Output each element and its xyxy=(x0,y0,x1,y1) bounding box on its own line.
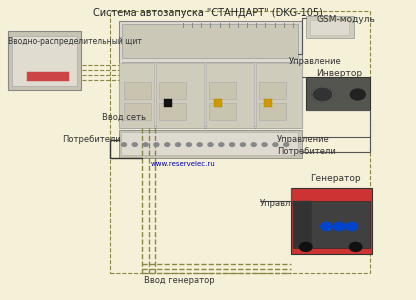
Circle shape xyxy=(312,87,333,102)
Bar xyxy=(306,16,354,38)
Bar xyxy=(259,103,286,120)
Circle shape xyxy=(197,143,202,146)
Bar xyxy=(121,132,298,155)
Circle shape xyxy=(208,143,213,146)
Bar xyxy=(124,103,151,120)
Circle shape xyxy=(350,89,365,100)
Circle shape xyxy=(176,143,181,146)
Circle shape xyxy=(251,143,256,146)
Bar xyxy=(306,76,370,110)
Bar xyxy=(119,63,154,128)
Circle shape xyxy=(219,143,224,146)
Text: Ввод генератор: Ввод генератор xyxy=(144,276,214,285)
Circle shape xyxy=(346,222,357,231)
Bar xyxy=(159,103,186,120)
Circle shape xyxy=(230,143,235,146)
Bar xyxy=(12,36,77,86)
Circle shape xyxy=(284,143,289,146)
Bar xyxy=(119,130,302,158)
Text: Управление: Управление xyxy=(260,200,313,208)
Circle shape xyxy=(240,143,245,146)
Bar xyxy=(209,82,236,99)
Bar xyxy=(159,82,186,99)
Bar xyxy=(8,32,81,90)
Bar xyxy=(124,82,151,99)
Bar xyxy=(27,72,69,81)
Bar xyxy=(264,99,272,106)
Bar xyxy=(214,99,222,106)
Text: GSM-модуль: GSM-модуль xyxy=(316,15,375,24)
Bar xyxy=(110,11,370,273)
Text: Потребители: Потребители xyxy=(62,135,121,144)
Circle shape xyxy=(321,222,332,231)
Circle shape xyxy=(121,143,126,146)
Text: Вводно-распределительный щит: Вводно-распределительный щит xyxy=(8,38,142,46)
Bar xyxy=(122,24,298,58)
Bar xyxy=(122,61,298,126)
Bar xyxy=(206,63,254,128)
Bar xyxy=(291,188,372,254)
Bar xyxy=(209,103,236,120)
Circle shape xyxy=(262,143,267,146)
Text: Потребители: Потребители xyxy=(277,147,335,156)
Circle shape xyxy=(349,242,362,251)
Bar xyxy=(259,82,286,99)
Bar xyxy=(156,63,204,128)
Text: Управление: Управление xyxy=(277,135,329,144)
Bar xyxy=(293,201,312,247)
Bar xyxy=(256,63,302,128)
Circle shape xyxy=(333,222,345,231)
Circle shape xyxy=(154,143,159,146)
Circle shape xyxy=(273,143,278,146)
Text: Генератор: Генератор xyxy=(310,174,361,183)
Text: Ввод сеть: Ввод сеть xyxy=(102,112,146,122)
Circle shape xyxy=(132,143,137,146)
Circle shape xyxy=(165,143,170,146)
Circle shape xyxy=(186,143,191,146)
Circle shape xyxy=(143,143,148,146)
Bar xyxy=(293,201,370,247)
Bar xyxy=(164,99,172,106)
Text: Управление: Управление xyxy=(289,57,342,66)
Text: Инвертор: Инвертор xyxy=(316,69,362,78)
Text: www.reservelec.ru: www.reservelec.ru xyxy=(151,160,215,166)
Circle shape xyxy=(300,242,312,251)
Text: Система автозапуска "СТАНДАРТ" (DKG-105): Система автозапуска "СТАНДАРТ" (DKG-105) xyxy=(93,8,323,17)
Bar xyxy=(310,20,349,35)
Bar xyxy=(119,21,302,128)
